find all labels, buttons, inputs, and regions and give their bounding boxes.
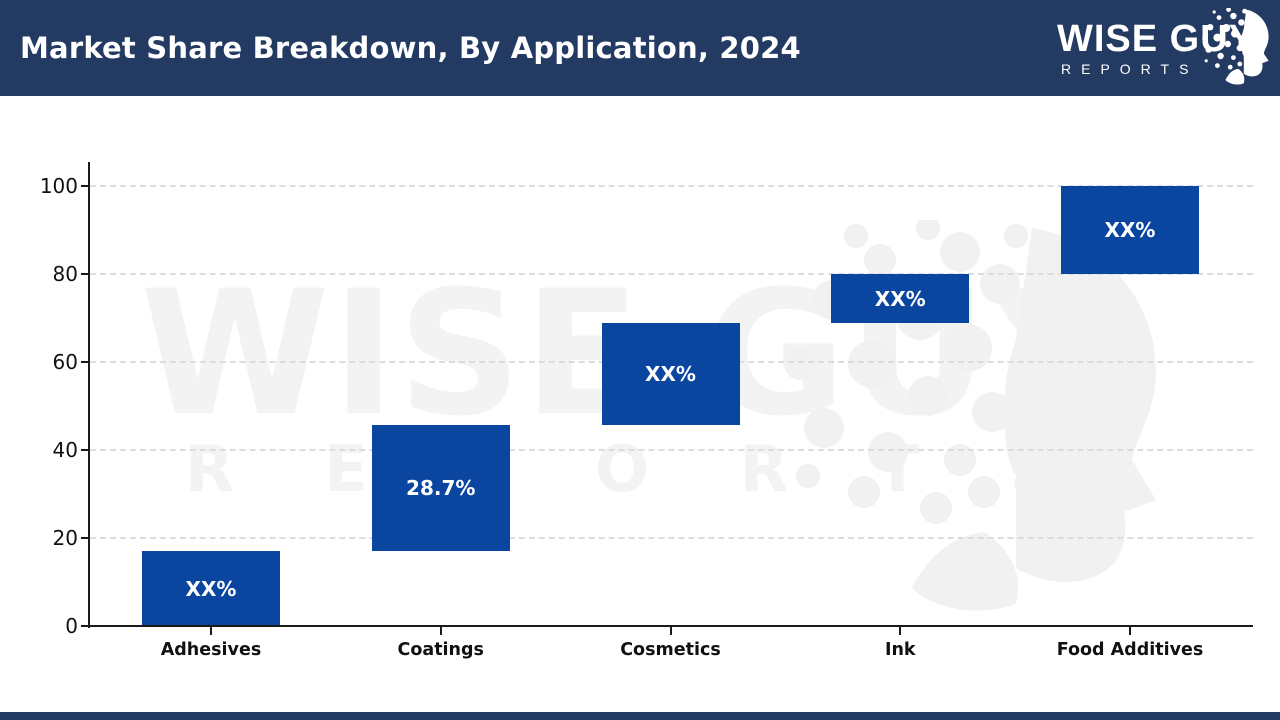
y-tick: [81, 361, 88, 363]
y-tick-label: 0: [65, 614, 78, 638]
bar-cosmetics: XX%: [601, 323, 740, 425]
y-tick-label: 40: [52, 438, 78, 462]
bar-food-additives: XX%: [1061, 186, 1199, 274]
brand-wordmark: WISE GUY REPORTS: [1057, 20, 1255, 77]
gridline: [90, 449, 1253, 451]
bar-value-label: XX%: [185, 576, 237, 601]
x-tick: [439, 627, 442, 635]
x-tick: [669, 627, 672, 635]
brand-name: WISE GUY: [1057, 18, 1256, 60]
header-bar: Market Share Breakdown, By Application, …: [0, 0, 1280, 96]
brand-subname: REPORTS: [1061, 61, 1199, 77]
bar-value-label: 28.7%: [406, 476, 476, 501]
x-tick: [210, 627, 212, 635]
y-tick-label: 20: [52, 526, 78, 550]
x-category-label: Adhesives: [160, 640, 262, 660]
y-tick: [81, 185, 88, 187]
brand-logo: WISE GUY REPORTS: [1022, 6, 1272, 90]
x-category-label: Food Additives: [1056, 640, 1204, 660]
y-axis: [88, 162, 90, 628]
gridline: [90, 537, 1253, 539]
x-category-label: Cosmetics: [620, 640, 721, 660]
y-tick-label: 60: [52, 350, 78, 374]
y-tick: [81, 537, 88, 539]
y-tick: [81, 625, 88, 627]
y-tick-label: 80: [52, 262, 78, 286]
gridline: [90, 185, 1253, 187]
brand-face-icon: [1202, 8, 1269, 85]
x-category-label: Coatings: [397, 640, 484, 660]
x-axis: [88, 625, 1253, 627]
chart-title: Market Share Breakdown, By Application, …: [20, 31, 801, 65]
y-tick-label: 100: [39, 174, 78, 198]
bar-ink: XX%: [831, 274, 970, 324]
bar-coatings: 28.7%: [371, 424, 510, 552]
x-tick: [899, 627, 902, 635]
bar-value-label: XX%: [874, 286, 926, 311]
x-category-label: Ink: [884, 640, 916, 660]
footer-bar: [0, 712, 1280, 720]
bar-adhesives: XX%: [142, 551, 280, 626]
y-tick: [81, 273, 88, 275]
bar-value-label: XX%: [1104, 218, 1156, 242]
x-tick: [1129, 627, 1131, 635]
gridline: [90, 273, 1253, 275]
bar-value-label: XX%: [645, 362, 696, 387]
y-tick: [81, 449, 88, 451]
